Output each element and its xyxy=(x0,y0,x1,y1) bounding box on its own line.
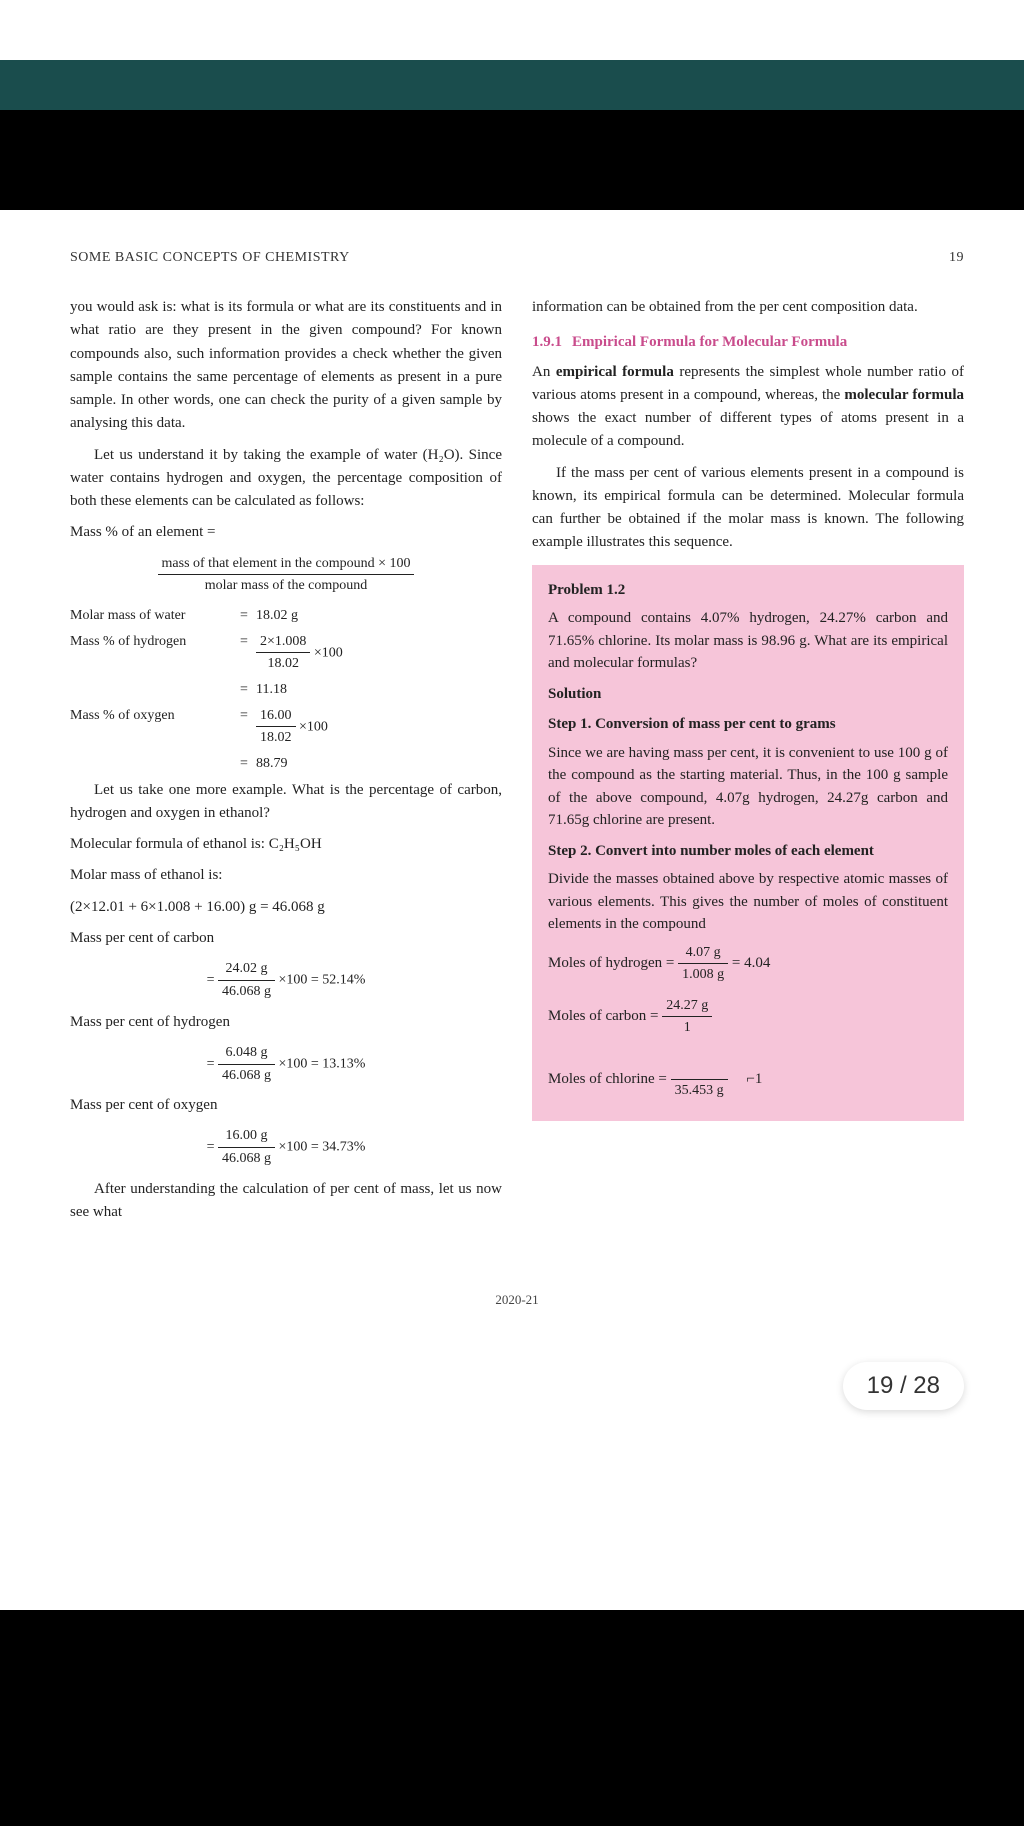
body-text: Let us take one more example. What is th… xyxy=(70,779,502,826)
body-text: Mass per cent of carbon xyxy=(70,927,502,950)
moles-chlorine: Moles of chlorine = 35.453 g ⌐1 xyxy=(548,1058,948,1101)
body-text: information can be obtained from the per… xyxy=(532,296,964,319)
body-text: If the mass per cent of various elements… xyxy=(532,462,964,555)
left-column: you would ask is: what is its formula or… xyxy=(70,296,502,1232)
black-gap-bottom xyxy=(0,1610,1024,1710)
calc-value: 11.18 xyxy=(256,679,502,701)
section-heading: 1.9.1 Empirical Formula for Molecular Fo… xyxy=(532,331,964,354)
body-text: (2×12.01 + 6×1.008 + 16.00) g = 46.068 g xyxy=(70,896,502,919)
body-text: Molar mass of ethanol is: xyxy=(70,864,502,887)
calc-value: 16.00 18.02 ×100 xyxy=(256,705,502,749)
top-white-bar xyxy=(0,0,1024,60)
carbon-percent: = 24.02 g 46.068 g ×100 = 52.14% xyxy=(70,958,502,1002)
calc-label: Mass % of oxygen xyxy=(70,705,240,727)
calc-value: 88.79 xyxy=(256,753,502,775)
footer-year: 2020-21 xyxy=(70,1292,964,1308)
body-text: Molecular formula of ethanol is: C₂H₅OH xyxy=(70,833,502,856)
calc-value: 18.02 g xyxy=(256,605,502,627)
calc-label: Mass % of hydrogen xyxy=(70,631,240,653)
equals: = xyxy=(240,631,256,653)
two-column-layout: you would ask is: what is its formula or… xyxy=(70,296,964,1232)
calc-row: = 11.18 xyxy=(70,679,502,701)
chapter-title: SOME BASIC CONCEPTS OF CHEMISTRY xyxy=(70,250,350,266)
formula-denominator: molar mass of the compound xyxy=(158,575,415,597)
step-text: Divide the masses obtained above by resp… xyxy=(548,868,948,936)
page-counter-overlay: 19 / 28 xyxy=(843,1362,964,1410)
right-column: information can be obtained from the per… xyxy=(532,296,964,1232)
formula-numerator: mass of that element in the compound × 1… xyxy=(158,553,415,576)
problem-text: A compound contains 4.07% hydrogen, 24.2… xyxy=(548,607,948,675)
step-label: Step 2. Convert into number moles of eac… xyxy=(548,840,948,863)
equals: = xyxy=(240,605,256,627)
moles-hydrogen: Moles of hydrogen = 4.07 g 1.008 g = 4.0… xyxy=(548,942,948,985)
equals: = xyxy=(240,705,256,727)
body-text: Mass per cent of hydrogen xyxy=(70,1011,502,1034)
equals: = xyxy=(240,679,256,701)
moles-carbon: Moles of carbon = 24.27 g 1 xyxy=(548,995,948,1038)
oxygen-percent: = 16.00 g 46.068 g ×100 = 34.73% xyxy=(70,1125,502,1169)
page-number: 19 xyxy=(949,250,964,266)
black-gap-top xyxy=(0,110,1024,210)
calc-row: Mass % of oxygen = 16.00 18.02 ×100 xyxy=(70,705,502,749)
problem-box: Problem 1.2 A compound contains 4.07% hy… xyxy=(532,565,964,1121)
document-page: SOME BASIC CONCEPTS OF CHEMISTRY 19 you … xyxy=(0,210,1024,1610)
body-text: An empirical formula represents the simp… xyxy=(532,361,964,454)
hydrogen-percent: = 6.048 g 46.068 g ×100 = 13.13% xyxy=(70,1042,502,1086)
calc-row: Molar mass of water = 18.02 g xyxy=(70,605,502,627)
body-text: Let us understand it by taking the examp… xyxy=(70,444,502,514)
mass-percent-formula: mass of that element in the compound × 1… xyxy=(70,553,502,597)
body-text: After understanding the calculation of p… xyxy=(70,1178,502,1225)
section-number: 1.9.1 xyxy=(532,331,562,354)
problem-title: Problem 1.2 xyxy=(548,579,948,602)
calc-value: 2×1.008 18.02 ×100 xyxy=(256,631,502,675)
step-text: Since we are having mass per cent, it is… xyxy=(548,742,948,832)
header-dark-bar xyxy=(0,60,1024,110)
solution-label: Solution xyxy=(548,683,948,706)
section-title: Empirical Formula for Molecular Formula xyxy=(572,331,847,354)
formula-label: Mass % of an element = xyxy=(70,521,502,544)
body-text: Mass per cent of oxygen xyxy=(70,1094,502,1117)
calc-row: Mass % of hydrogen = 2×1.008 18.02 ×100 xyxy=(70,631,502,675)
body-text: you would ask is: what is its formula or… xyxy=(70,296,502,436)
calc-label: Molar mass of water xyxy=(70,605,240,627)
page-header: SOME BASIC CONCEPTS OF CHEMISTRY 19 xyxy=(70,250,964,266)
step-label: Step 1. Conversion of mass per cent to g… xyxy=(548,713,948,736)
page-counter-text: 19 / 28 xyxy=(867,1372,940,1399)
equals: = xyxy=(240,753,256,775)
calc-row: = 88.79 xyxy=(70,753,502,775)
